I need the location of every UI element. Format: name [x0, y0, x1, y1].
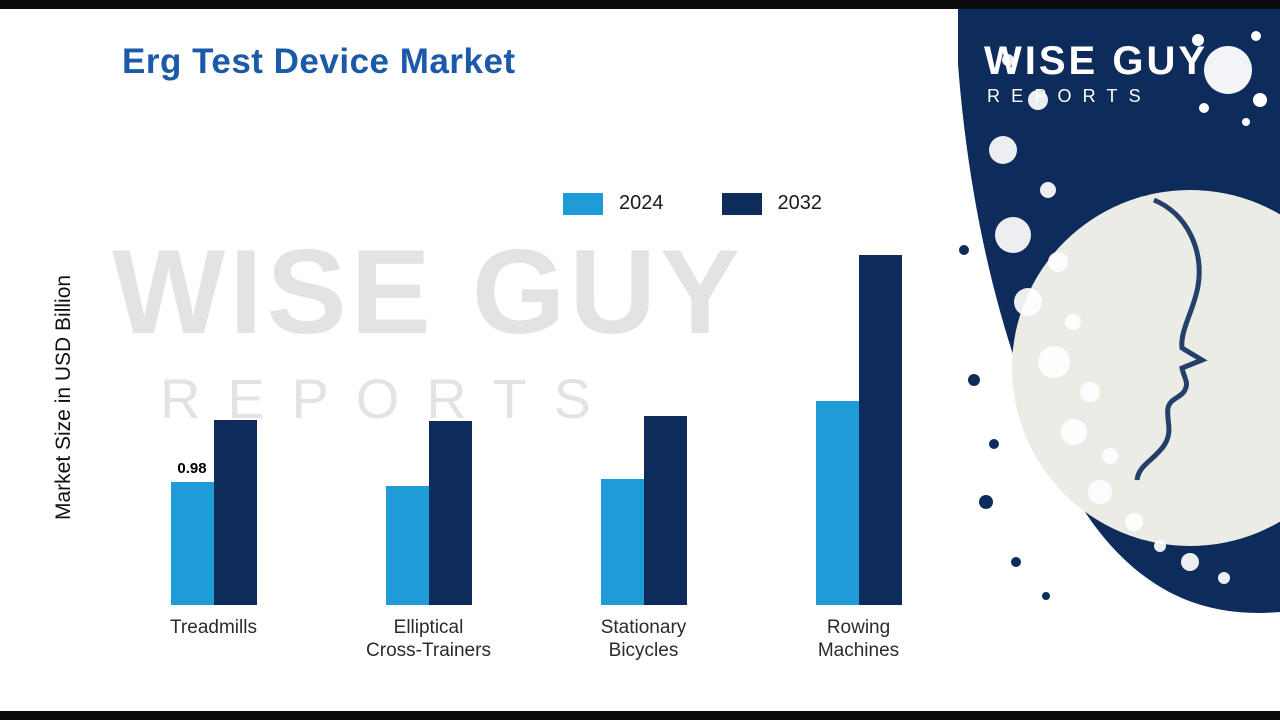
brand-blob-graphic [958, 0, 1280, 613]
legend-swatch-2032 [721, 192, 762, 215]
legend-label-2024: 2024 [619, 192, 664, 214]
logo-head-icon [1192, 31, 1267, 126]
brand-logo: WISE GUY REPORTS [984, 40, 1208, 107]
legend-swatch-2024 [563, 192, 603, 215]
brand-logo-line1: WISE GUY [984, 39, 1209, 83]
bar-2024-category-1: 0.98 [170, 460, 214, 605]
face-profile-line [1134, 197, 1208, 481]
dot-pattern-navy [959, 245, 1050, 600]
top-strip [0, 0, 1280, 9]
legend-item-2024: 2024 [563, 192, 664, 215]
bar-group: 0.98 Treadmills [170, 420, 257, 638]
bar-chart: 0.98 Treadmills Elliptical Cross-Trainers S… [106, 205, 966, 661]
watermark-line1: WISE GUY [112, 225, 745, 359]
dot-pattern-white [989, 54, 1230, 584]
bar-2032-category-2 [428, 421, 472, 605]
bar-2024-category-4 [815, 401, 859, 605]
bar-group: Elliptical Cross-Trainers [366, 421, 491, 661]
category-label: Rowing Machines [817, 617, 900, 661]
watermark-line2: REPORTS [160, 367, 618, 430]
legend-label-2032: 2032 [777, 192, 823, 214]
bar-2032-category-3 [643, 416, 687, 605]
bar-2032-category-1 [213, 420, 257, 605]
bar-group: Stationary Bicycles [600, 416, 687, 661]
bottom-strip [0, 711, 1280, 720]
category-label: Treadmills [170, 617, 257, 638]
watermark: WISE GUY REPORTS [112, 232, 744, 431]
brand-area: WISE GUY REPORTS [958, 0, 1280, 620]
y-axis-label: Market Size in USD Billion [52, 274, 75, 520]
bar-2024-category-2 [385, 486, 429, 605]
page-title: Erg Test Device Market [122, 42, 516, 81]
bar-value-label: 0.98 [177, 460, 207, 477]
category-label: Stationary Bicycles [600, 617, 687, 661]
bar-group: Rowing Machines [815, 255, 902, 661]
legend-item-2032: 2032 [721, 192, 823, 215]
legend: 2024 2032 [563, 192, 822, 215]
brand-logo-line2: REPORTS [987, 86, 1152, 106]
head-silhouette [1012, 190, 1280, 546]
bar-2024-category-3 [600, 479, 644, 605]
bar-2032-category-4 [858, 255, 902, 605]
category-label: Elliptical Cross-Trainers [366, 617, 491, 661]
